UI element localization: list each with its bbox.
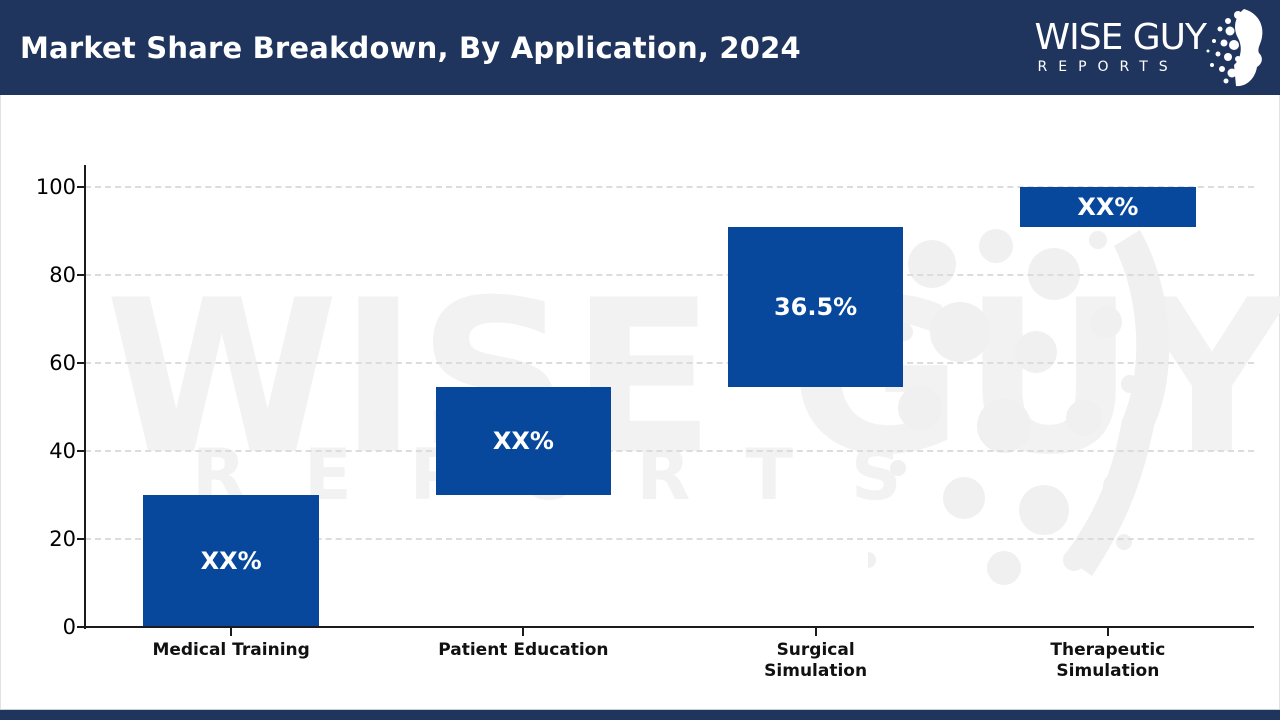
x-axis [84, 626, 1254, 628]
watermark-wordmark: WISE GUY [105, 254, 1280, 501]
y-tick-label: 60 [49, 350, 76, 375]
logo-face-icon [1206, 8, 1263, 86]
bar-value-label: XX% [492, 426, 554, 455]
x-tick-mark [1106, 627, 1109, 636]
y-tick-mark [77, 361, 85, 364]
y-axis [84, 165, 86, 629]
bar-therapeutic-simulation: XX% [1020, 187, 1196, 227]
logo-wordmark: WISE GUY [1034, 17, 1207, 58]
y-tick-label: 100 [35, 175, 76, 199]
gridline [85, 186, 1254, 188]
gridline [85, 449, 1254, 452]
y-tick-label: 80 [49, 262, 76, 287]
y-tick-label: 20 [49, 526, 76, 551]
y-tick-mark [77, 537, 85, 540]
x-category-label: Medical Training [152, 639, 310, 660]
x-category-label: Surgical Simulation [764, 639, 868, 681]
bar-value-label: XX% [1077, 192, 1139, 221]
bar-value-label: XX% [200, 546, 262, 575]
x-tick-mark [814, 627, 817, 636]
x-category-label: Patient Education [438, 639, 609, 660]
y-tick-label: 40 [49, 438, 76, 463]
bottom-hairline [0, 709, 1280, 710]
logo-text: WISE GUY REPORTS [1034, 17, 1207, 76]
bar-patient-education: XX% [435, 386, 612, 495]
gridline [85, 273, 1254, 276]
gridline [85, 361, 1254, 364]
y-tick-mark [77, 449, 85, 452]
y-tick-mark [77, 625, 85, 628]
bar-surgical-simulation: 36.5% [727, 226, 904, 387]
logo-subtext: REPORTS [1037, 59, 1179, 75]
bar-medical-training: XX% [143, 494, 319, 627]
footer-bar [0, 710, 1280, 720]
y-tick-mark [77, 186, 85, 188]
x-tick-mark [230, 627, 233, 636]
bar-value-label: 36.5% [773, 292, 858, 321]
watermark-face-icon [868, 229, 1170, 585]
chart-title: Market Share Breakdown, By Application, … [20, 30, 801, 65]
x-tick-mark [522, 627, 525, 636]
gridline [85, 537, 1254, 540]
header-bar: Market Share Breakdown, By Application, … [0, 0, 1280, 95]
y-tick-label: 0 [62, 614, 76, 639]
x-category-label: Therapeutic Simulation [1050, 639, 1166, 681]
y-tick-mark [77, 273, 85, 276]
wise-guy-reports-logo: WISE GUY REPORTS [1035, 7, 1267, 89]
